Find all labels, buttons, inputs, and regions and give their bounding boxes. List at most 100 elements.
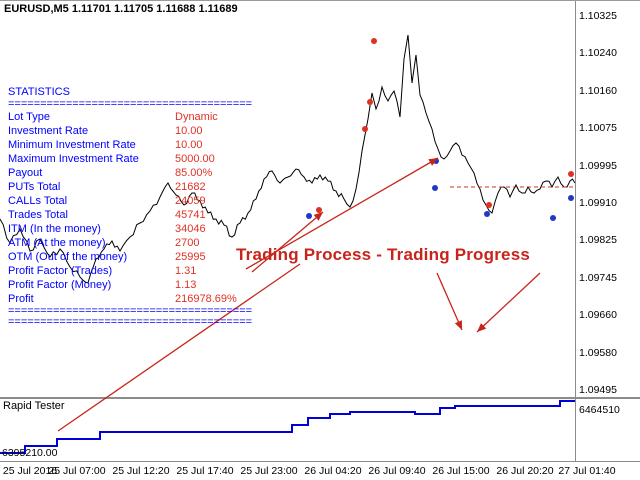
- price-axis-label: 1.09745: [579, 271, 617, 284]
- statistics-separator-top: ======================================: [8, 98, 253, 110]
- price-axis-label: 1.09995: [579, 159, 617, 172]
- stat-label: Lot Type: [8, 111, 50, 123]
- stat-row: Payout 85.00%: [8, 166, 252, 180]
- price-axis-label: 1.09580: [579, 346, 617, 359]
- stat-label: Profit Factor (Trades): [8, 265, 113, 277]
- annotation-text: Trading Process - Trading Progress: [236, 245, 530, 264]
- annotation-line: [251, 211, 324, 273]
- stat-row: ATM (At the money) 2700: [8, 236, 252, 250]
- price-axis-label: 1.09495: [579, 384, 617, 396]
- stat-row: Lot Type Dynamic: [8, 110, 252, 124]
- put-trade-marker: [371, 38, 377, 44]
- stat-label: Investment Rate: [8, 125, 89, 137]
- statistics-heading: STATISTICS: [8, 86, 70, 98]
- time-axis-label: 26 Jul 09:40: [368, 465, 426, 477]
- time-axis-label: 25 Jul 17:40: [176, 465, 234, 477]
- stat-label: PUTs Total: [8, 181, 61, 193]
- stat-label: Payout: [8, 167, 43, 179]
- stat-label: Profit Factor (Money): [8, 279, 112, 291]
- call-trade-marker: [484, 211, 490, 217]
- put-trade-marker: [362, 126, 368, 132]
- stat-row: PUTs Total 21682: [8, 180, 252, 194]
- price-series-path: [0, 34, 575, 284]
- time-axis-label: 27 Jul 01:40: [558, 465, 616, 477]
- stat-label: OTM (Out of the money): [8, 251, 128, 263]
- stat-label: Trades Total: [8, 209, 68, 221]
- annotation-arrowhead: [428, 158, 438, 166]
- time-axis-label: 25 Jul 2016: [2, 465, 58, 477]
- stat-value: 5000.00: [175, 153, 215, 165]
- subwindow-right-axis-value: 6464510: [579, 404, 620, 416]
- price-axis[interactable]: 1.10325 1.10240 1.10160 1.10075 1.09995 1.099…: [576, 1, 640, 461]
- equity-curve-path: [0, 400, 575, 454]
- stat-label: CALLs Total: [8, 195, 68, 207]
- statistics-separator-bottom-1: ======================================: [8, 305, 253, 317]
- stat-row: CALLs Total 24059: [8, 194, 252, 208]
- stat-value: 25995: [175, 251, 206, 263]
- call-trade-marker: [568, 195, 574, 201]
- time-axis-label: 26 Jul 20:20: [496, 465, 554, 477]
- time-axis-label: 25 Jul 07:00: [48, 465, 106, 477]
- price-axis-label: 1.09660: [579, 309, 617, 322]
- stat-row: Investment Rate 10.00: [8, 124, 252, 138]
- subwindow-baseline-value: 6395210.00: [2, 447, 58, 459]
- annotation-line: [436, 272, 463, 331]
- stat-label: ATM (At the money): [8, 237, 106, 249]
- stat-row: Minimum Investment Rate 10.00: [8, 138, 252, 152]
- stat-value: 34046: [175, 223, 206, 235]
- stat-value: Dynamic: [175, 111, 218, 123]
- stat-value: 24059: [175, 195, 206, 207]
- statistics-separator-bottom-2: ======================================: [8, 316, 253, 328]
- price-axis-label: 1.10160: [579, 84, 617, 97]
- time-axis-label: 26 Jul 04:20: [304, 465, 362, 477]
- chart-title: EURUSD,M5 1.11701 1.11705 1.11688 1.1168…: [4, 3, 238, 15]
- chart-canvas[interactable]: [0, 1, 575, 461]
- price-axis-label: 1.09825: [579, 234, 617, 247]
- stat-value: 10.00: [175, 139, 203, 151]
- stat-row: OTM (Out of the money) 25995: [8, 250, 252, 264]
- annotation-line: [476, 272, 541, 333]
- time-axis-label: 25 Jul 12:20: [112, 465, 170, 477]
- time-axis[interactable]: 25 Jul 2016 25 Jul 07:00 25 Jul 12:20 25 Ju…: [0, 462, 640, 480]
- statistics-panel: STATISTICS =============================…: [8, 85, 252, 328]
- stat-label: Maximum Investment Rate: [8, 153, 139, 165]
- put-trade-marker: [367, 99, 373, 105]
- annotation-arrowhead: [313, 212, 323, 221]
- time-axis-label: 26 Jul 15:00: [432, 465, 490, 477]
- call-trade-marker: [306, 213, 312, 219]
- put-trade-marker: [486, 202, 492, 208]
- call-trade-marker: [432, 185, 438, 191]
- stat-value: 45741: [175, 209, 206, 221]
- stat-value: 1.13: [175, 279, 197, 291]
- subwindow-separator[interactable]: [0, 397, 640, 399]
- call-trade-marker: [550, 215, 556, 221]
- stat-value: 216978.69%: [175, 293, 237, 305]
- stat-value: 2700: [175, 237, 200, 249]
- annotation-arrowhead: [477, 323, 487, 332]
- stat-row: Trades Total 45741: [8, 208, 252, 222]
- price-axis-label: 1.10240: [579, 47, 617, 60]
- stat-label: ITM (In the money): [8, 223, 101, 235]
- subwindow-indicator-label: Rapid Tester: [3, 400, 65, 412]
- stat-row: Profit 216978.69%: [8, 292, 252, 306]
- stat-value: 85.00%: [175, 167, 213, 179]
- annotation-line: [57, 263, 301, 432]
- stat-value: 1.31: [175, 265, 197, 277]
- price-axis-label: 1.10325: [579, 10, 617, 22]
- stat-value: 21682: [175, 181, 206, 193]
- time-axis-label: 25 Jul 23:00: [240, 465, 298, 477]
- put-trade-marker: [316, 207, 322, 213]
- stat-row: Profit Factor (Money) 1.13: [8, 278, 252, 292]
- stat-row: Maximum Investment Rate 5000.00: [8, 152, 252, 166]
- stat-row: Profit Factor (Trades) 1.31: [8, 264, 252, 278]
- stat-value: 10.00: [175, 125, 203, 137]
- time-axis-border: [0, 461, 640, 462]
- statistics-rows: Lot Type Dynamic Investment Rate 10.00 Minim…: [8, 110, 252, 306]
- stat-label: Minimum Investment Rate: [8, 139, 136, 151]
- stat-label: Profit: [8, 293, 34, 305]
- put-trade-marker: [568, 171, 574, 177]
- stat-row: ITM (In the money) 34046: [8, 222, 252, 236]
- price-axis-label: 1.10075: [579, 122, 617, 135]
- price-axis-border: [575, 1, 576, 461]
